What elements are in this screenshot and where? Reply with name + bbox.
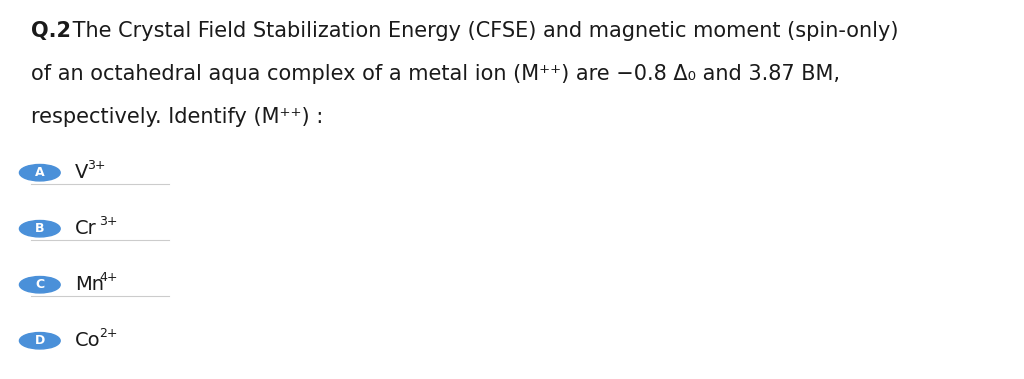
Circle shape [19,332,60,349]
Text: 3+: 3+ [99,215,118,228]
Circle shape [19,221,60,237]
Text: 2+: 2+ [99,327,118,340]
Text: Cr: Cr [75,219,96,238]
Text: 3+: 3+ [87,159,105,172]
Text: A: A [35,166,45,179]
Text: Q.2: Q.2 [31,22,71,41]
Text: Mn: Mn [75,275,104,294]
Text: respectively. Identify (M⁺⁺) :: respectively. Identify (M⁺⁺) : [31,107,323,127]
Circle shape [19,164,60,181]
Text: 4+: 4+ [99,271,118,284]
Text: V: V [75,163,88,182]
Circle shape [19,277,60,293]
Text: Co: Co [75,331,100,350]
Text: D: D [35,334,45,347]
Text: C: C [35,278,44,291]
Text: The Crystal Field Stabilization Energy (CFSE) and magnetic moment (spin-only): The Crystal Field Stabilization Energy (… [66,22,898,41]
Text: B: B [35,222,45,235]
Text: of an octahedral aqua complex of a metal ion (M⁺⁺) are −0.8 Δ₀ and 3.87 BM,: of an octahedral aqua complex of a metal… [31,64,840,85]
